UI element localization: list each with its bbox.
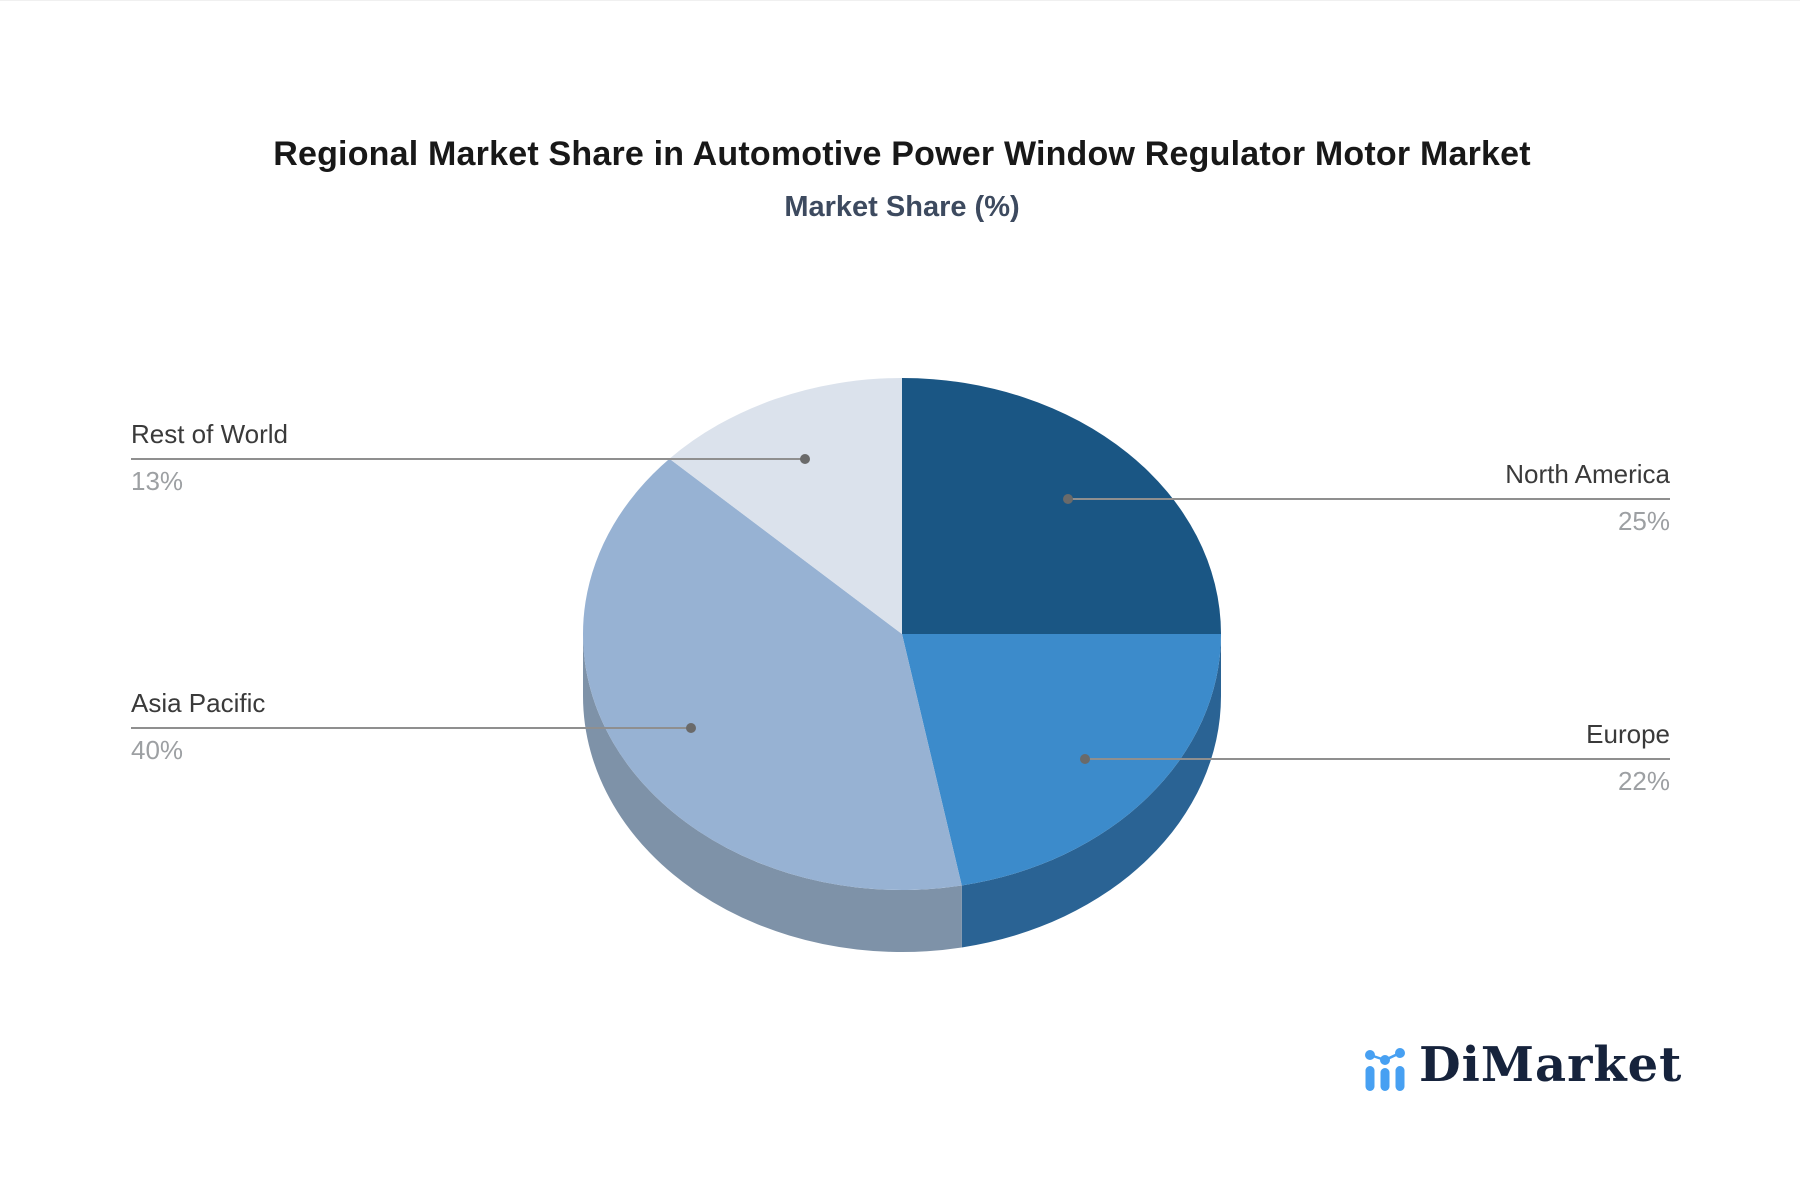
bar-line-chart-icon — [1365, 1048, 1405, 1091]
slice-label-europe: Europe — [1586, 719, 1670, 749]
brand-logo: DiMarket — [1362, 1039, 1682, 1091]
slice-value-north-america: 25% — [1617, 506, 1670, 536]
pie-slice-asia-pacific[interactable] — [583, 458, 962, 890]
leader-dot-north-america — [1063, 494, 1073, 504]
chart-subtitle: Market Share (%) — [784, 191, 1020, 223]
slice-value-europe: 22% — [1617, 766, 1670, 796]
pie-slice-north-america[interactable] — [902, 378, 1221, 634]
slice-label-asia-pacific: Asia Pacific — [131, 688, 266, 718]
slice-label-north-america: North America — [1505, 459, 1670, 489]
slice-label-rest-of-world: Rest of World — [131, 419, 289, 449]
slice-value-asia-pacific: 40% — [131, 735, 184, 765]
pie-slice-rest-of-world[interactable] — [669, 378, 902, 634]
brand-logo-text: DiMarket — [1419, 1037, 1683, 1093]
leader-dot-asia-pacific — [686, 723, 696, 733]
leader-dot-rest-of-world — [800, 454, 810, 464]
pie-slice-side-europe — [961, 634, 1221, 948]
chart-title: Regional Market Share in Automotive Powe… — [273, 135, 1531, 173]
slice-value-rest-of-world: 13% — [131, 466, 184, 496]
pie-slice-side-asia-pacific — [583, 634, 962, 952]
leader-dot-europe — [1080, 754, 1090, 764]
pie-slice-europe[interactable] — [902, 634, 1221, 886]
